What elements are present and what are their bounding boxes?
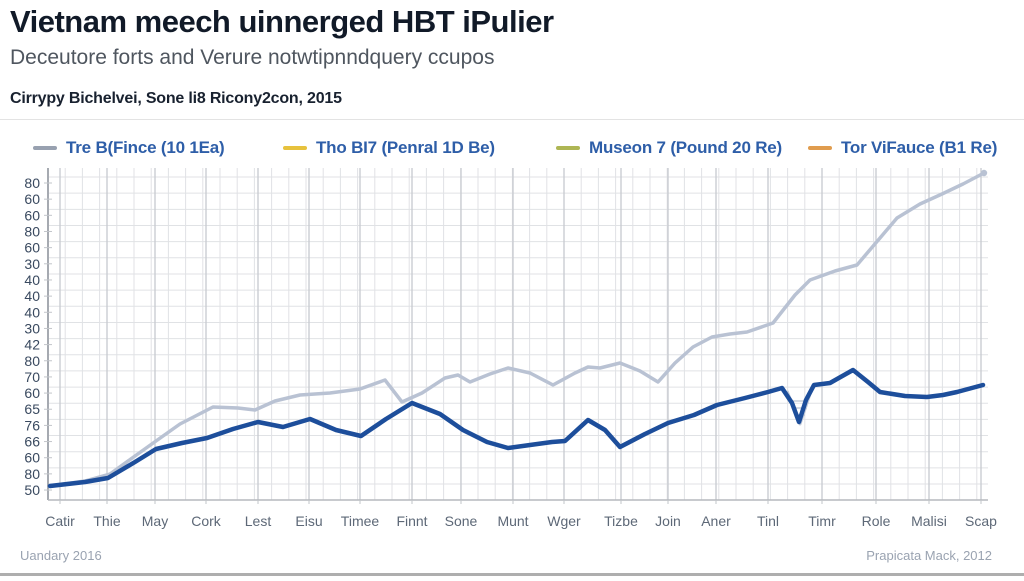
y-axis-label: 42 bbox=[24, 337, 40, 353]
y-axis-label: 66 bbox=[24, 434, 40, 450]
divider bbox=[0, 119, 1024, 120]
y-axis-label: 40 bbox=[24, 272, 40, 288]
x-axis-label: Role bbox=[862, 513, 891, 529]
legend-label: Tho BI7 (Penral 1D Be) bbox=[316, 138, 495, 157]
page-title: Vietnam meech uinnerged HBT iPulier bbox=[10, 4, 554, 39]
y-axis-label: 30 bbox=[24, 320, 40, 336]
y-axis-label: 60 bbox=[24, 385, 40, 401]
y-axis-label: 60 bbox=[24, 240, 40, 256]
legend-label: Tre B(Fince (10 1Ea) bbox=[66, 138, 225, 157]
bottom-border bbox=[0, 573, 1024, 576]
legend-item[interactable]: Tre B(Fince (10 1Ea) bbox=[33, 138, 225, 158]
series-end-dot bbox=[980, 169, 988, 177]
x-axis-label: Timee bbox=[341, 513, 380, 529]
y-axis-label: 70 bbox=[24, 369, 40, 385]
x-axis-label: Catir bbox=[45, 513, 75, 529]
footer-source: Prapicata Mack, 2012 bbox=[866, 548, 992, 563]
legend-swatch-icon bbox=[808, 146, 832, 150]
y-axis-label: 60 bbox=[24, 207, 40, 223]
legend-label: Museon 7 (Pound 20 Re) bbox=[589, 138, 783, 157]
legend: Tre B(Fince (10 1Ea) Tho BI7 (Penral 1D B… bbox=[0, 138, 1024, 164]
x-axis-label: Thie bbox=[93, 513, 120, 529]
x-axis-label: Tinl bbox=[757, 513, 779, 529]
x-axis-label: Tizbe bbox=[604, 513, 638, 529]
y-axis-label: 76 bbox=[24, 417, 40, 433]
x-axis-label: Aner bbox=[701, 513, 731, 529]
legend-item[interactable]: Tho BI7 (Penral 1D Be) bbox=[283, 138, 495, 158]
legend-swatch-icon bbox=[283, 146, 307, 150]
x-axis-label: Join bbox=[655, 513, 681, 529]
y-axis-label: 60 bbox=[24, 191, 40, 207]
y-axis-label: 50 bbox=[24, 482, 40, 498]
legend-swatch-icon bbox=[33, 146, 57, 150]
x-axis-label: Eisu bbox=[295, 513, 322, 529]
chart-heading: Cirrypy Bichelvei, Sone li8 Ricony2con, … bbox=[10, 90, 342, 107]
y-axis-label: 40 bbox=[24, 304, 40, 320]
legend-label: Tor ViFauce (B1 Re) bbox=[841, 138, 998, 157]
x-axis-label: Sone bbox=[445, 513, 478, 529]
y-axis-label: 60 bbox=[24, 450, 40, 466]
y-axis-label: 80 bbox=[24, 466, 40, 482]
series-line bbox=[48, 171, 986, 488]
x-axis-label: Malisi bbox=[911, 513, 947, 529]
y-axis-label: 30 bbox=[24, 256, 40, 272]
x-axis-label: Timr bbox=[808, 513, 836, 529]
x-axis-label: Cork bbox=[191, 513, 222, 529]
y-axis-label: 80 bbox=[24, 353, 40, 369]
x-axis-label: Wger bbox=[547, 513, 581, 529]
series-line bbox=[47, 367, 986, 489]
x-axis-label: Lest bbox=[245, 513, 272, 529]
x-axis-label: May bbox=[142, 513, 168, 529]
y-axis-label: 80 bbox=[24, 223, 40, 239]
x-axis-label: Finnt bbox=[396, 513, 427, 529]
x-axis-label: Munt bbox=[497, 513, 528, 529]
page-subtitle: Deceutore forts and Verure notwtipnndque… bbox=[10, 46, 495, 69]
legend-swatch-icon bbox=[556, 146, 580, 150]
legend-item[interactable]: Museon 7 (Pound 20 Re) bbox=[556, 138, 782, 158]
y-axis-label: 65 bbox=[24, 401, 40, 417]
x-axis-label: Scap bbox=[965, 513, 997, 529]
y-axis-label: 40 bbox=[24, 288, 40, 304]
legend-item[interactable]: Tor ViFauce (B1 Re) bbox=[808, 138, 997, 158]
y-axis-label: 80 bbox=[24, 175, 40, 191]
footer-date: Uandary 2016 bbox=[20, 548, 102, 563]
